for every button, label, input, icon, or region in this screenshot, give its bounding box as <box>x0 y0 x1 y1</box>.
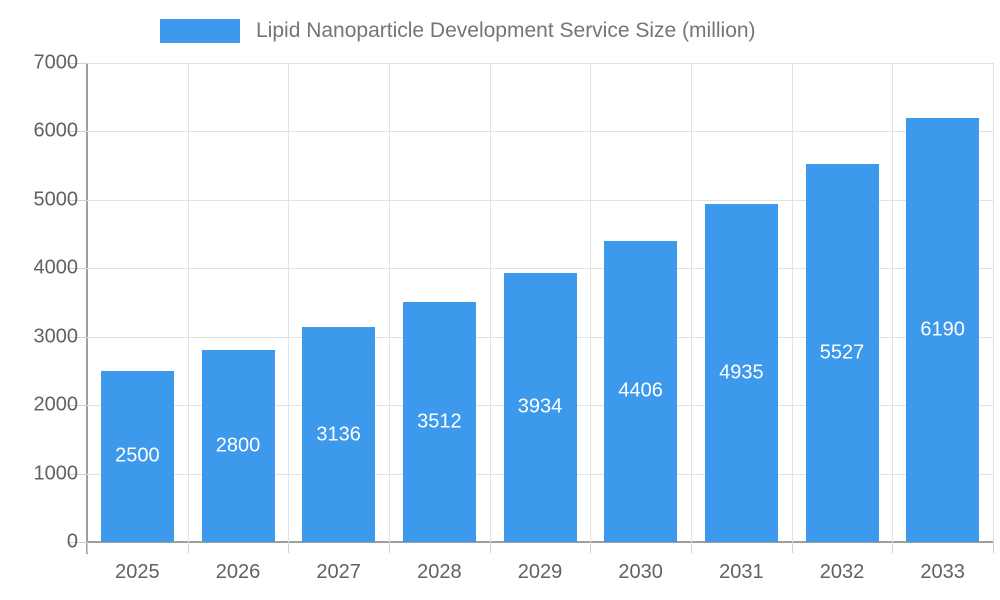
bar: 6190 <box>906 118 980 542</box>
bar-value-label: 3934 <box>517 395 563 418</box>
gridline-horizontal <box>87 63 993 64</box>
y-tick-label: 0 <box>66 530 78 553</box>
y-tick-label: 1000 <box>33 462 79 485</box>
x-tick-label: 2032 <box>819 561 865 583</box>
bar: 2500 <box>100 370 174 542</box>
gridline-vertical <box>791 63 793 542</box>
bar-value-label: 4935 <box>719 361 764 384</box>
x-tick-label: 2025 <box>115 561 160 583</box>
y-tick-label: 2000 <box>33 393 79 416</box>
bar-value-label: 3512 <box>417 410 462 433</box>
x-axis-tick <box>892 542 894 553</box>
gridline-horizontal <box>87 199 993 201</box>
bar: 2800 <box>201 350 275 542</box>
y-axis-tick <box>67 542 87 543</box>
x-axis-tick <box>590 542 592 553</box>
y-tick-label: 7000 <box>33 51 79 74</box>
x-tick-label: 2028 <box>417 561 462 583</box>
y-axis-tick <box>67 131 87 133</box>
x-axis-tick <box>993 542 994 553</box>
bar-value-label: 4406 <box>618 379 663 402</box>
bar: 3136 <box>302 327 376 542</box>
x-tick-label: 2033 <box>920 561 965 583</box>
bar: 4406 <box>604 240 678 542</box>
x-tick-label: 2031 <box>719 561 764 583</box>
y-axis-tick <box>67 268 87 270</box>
x-axis-tick <box>489 542 491 553</box>
plot-area: 2500 2800 3136 3512 3934 4406 4935 5527 6190 <box>87 63 994 542</box>
y-tick-label: 6000 <box>33 119 79 142</box>
y-tick-label: 3000 <box>33 325 79 348</box>
gridline-vertical <box>187 63 189 542</box>
bar-value-label: 5527 <box>819 341 865 364</box>
bar-value-label: 2800 <box>215 434 261 457</box>
y-axis-tick <box>67 199 87 201</box>
x-axis-line <box>87 541 993 543</box>
gridline-vertical <box>691 63 692 542</box>
bar-value-label: 3136 <box>316 423 361 446</box>
x-axis-tick <box>691 542 692 553</box>
bar: 3934 <box>503 272 577 542</box>
gridline-vertical <box>590 63 592 542</box>
y-axis-line <box>86 63 88 554</box>
x-axis-tick <box>288 542 290 553</box>
gridline-vertical <box>489 63 491 542</box>
bar: 3512 <box>402 301 476 542</box>
y-tick-label: 4000 <box>33 256 79 279</box>
gridline-horizontal <box>87 131 993 133</box>
legend-label: Lipid Nanoparticle Development Service S… <box>256 19 756 42</box>
chart-legend[interactable]: Lipid Nanoparticle Development Service S… <box>160 19 756 43</box>
bar: 4935 <box>704 204 778 542</box>
bar-value-label: 6190 <box>920 318 965 341</box>
y-tick-label: 5000 <box>33 188 79 211</box>
gridline-vertical <box>389 63 390 542</box>
x-tick-label: 2026 <box>215 561 261 583</box>
gridline-vertical <box>993 63 994 542</box>
x-axis-tick <box>187 542 189 553</box>
x-axis-tick <box>389 542 390 553</box>
legend-swatch-icon <box>160 19 240 43</box>
x-axis-tick <box>87 542 88 553</box>
x-tick-label: 2029 <box>517 561 563 583</box>
bar-value-label: 2500 <box>115 444 160 467</box>
gridline-vertical <box>288 63 290 542</box>
y-axis-tick <box>67 63 87 64</box>
y-axis-tick <box>67 405 87 407</box>
y-axis-tick <box>67 473 87 475</box>
x-tick-label: 2030 <box>618 561 663 583</box>
gridline-vertical <box>892 63 894 542</box>
bar: 5527 <box>805 163 879 542</box>
x-tick-label: 2027 <box>316 561 361 583</box>
x-axis-tick <box>791 542 793 553</box>
y-axis-tick <box>67 336 87 338</box>
gridline-horizontal <box>87 268 993 270</box>
